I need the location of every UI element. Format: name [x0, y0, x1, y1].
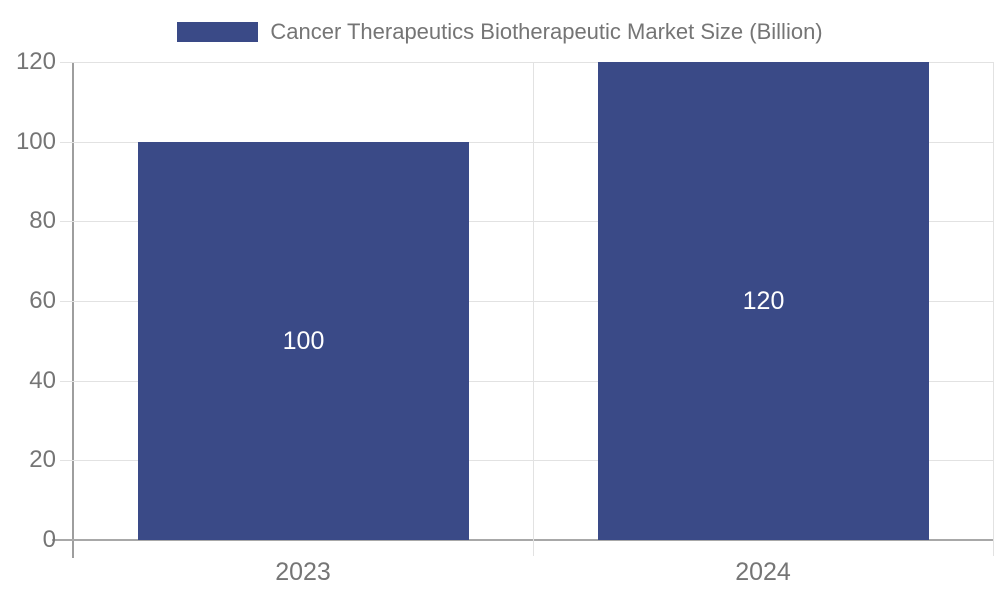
gridline-y-20 — [60, 460, 993, 461]
plot-right-border — [993, 62, 994, 556]
bar-value-label-2024: 120 — [742, 287, 785, 315]
gridline-y-100 — [60, 142, 993, 143]
bar-value-label-2023: 100 — [282, 327, 325, 355]
x-tick-label-2023: 2023 — [275, 558, 331, 586]
x-axis-line — [52, 539, 993, 541]
x-tick-label-2024: 2024 — [735, 558, 791, 586]
legend[interactable]: Cancer Therapeutics Biotherapeutic Marke… — [0, 19, 1000, 45]
gridline-x-separator — [533, 62, 534, 556]
y-tick-label-100: 100 — [15, 128, 56, 155]
gridline-y-120 — [60, 62, 993, 63]
y-tick-label-80: 80 — [29, 207, 56, 234]
legend-swatch — [177, 22, 259, 42]
gridline-y-60 — [60, 301, 993, 302]
y-tick-label-20: 20 — [29, 446, 56, 473]
y-tick-label-40: 40 — [29, 367, 56, 394]
y-tick-label-0: 0 — [42, 526, 56, 553]
y-tick-label-120: 120 — [15, 48, 56, 75]
plot-area: 100 120 — [60, 62, 994, 556]
bar-2023[interactable]: 100 — [138, 142, 469, 540]
gridline-y-80 — [60, 221, 993, 222]
gridline-y-40 — [60, 381, 993, 382]
bar-2024[interactable]: 120 — [598, 62, 929, 540]
y-tick-label-60: 60 — [29, 287, 56, 314]
y-axis-line — [72, 62, 74, 558]
legend-label: Cancer Therapeutics Biotherapeutic Marke… — [270, 19, 823, 44]
